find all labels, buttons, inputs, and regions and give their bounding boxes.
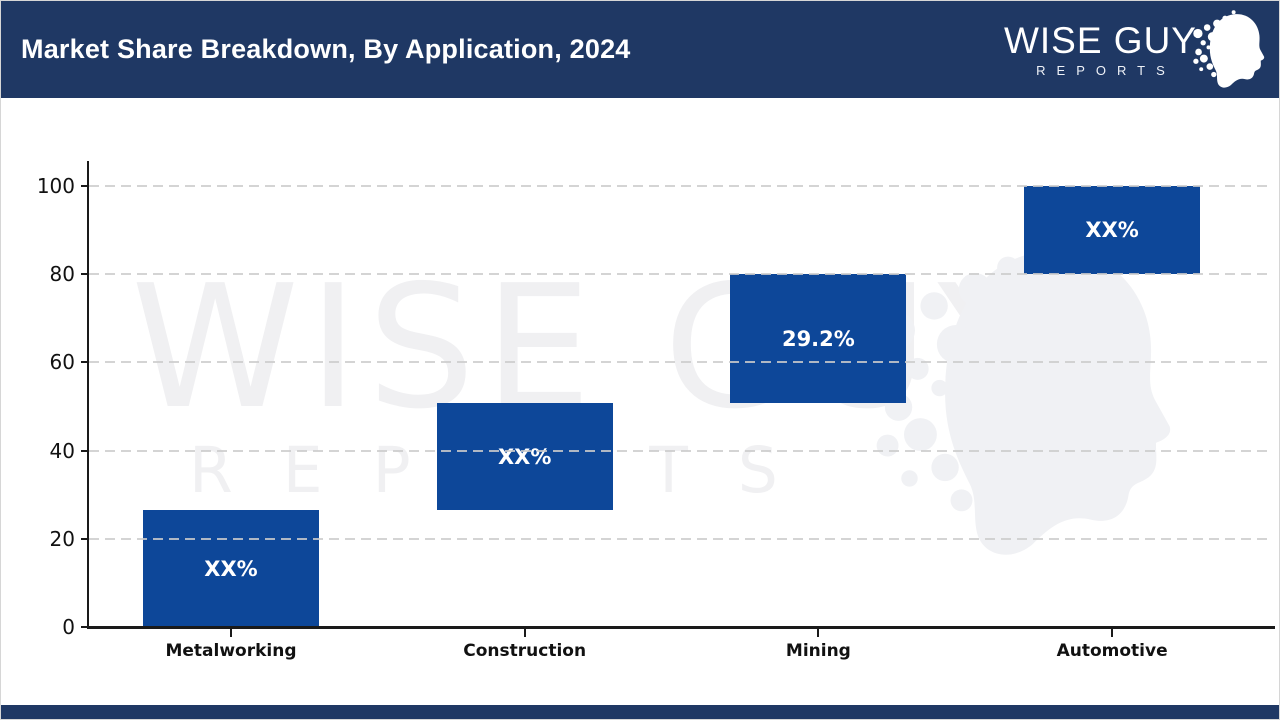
y-axis-line <box>87 161 89 629</box>
x-tick-automotive <box>1111 629 1114 637</box>
gridline-20 <box>89 537 1273 540</box>
bar-label-automotive: XX% <box>1085 218 1139 243</box>
y-tick-label-60: 60 <box>49 350 75 375</box>
wiseguy-face-icon <box>1193 10 1265 88</box>
y-tick-label-80: 80 <box>49 262 75 287</box>
y-tick-20 <box>81 537 89 540</box>
x-category-construction: Construction <box>463 641 587 661</box>
x-category-metalworking: Metalworking <box>165 641 297 661</box>
y-tick-60 <box>81 361 89 364</box>
bar-label-construction: XX% <box>497 444 552 469</box>
x-tick-mining <box>817 629 820 637</box>
y-tick-label-20: 20 <box>49 526 75 551</box>
x-axis-line <box>87 626 1275 629</box>
bar-label-mining: 29.2% <box>781 326 855 351</box>
gridline-60 <box>89 361 1273 364</box>
x-tick-construction <box>523 629 526 637</box>
gridline-100 <box>89 185 1273 187</box>
chart-title: Market Share Breakdown, By Application, … <box>21 34 631 64</box>
y-tick-80 <box>81 273 89 276</box>
x-category-automotive: Automotive <box>1056 641 1168 661</box>
footer-bar <box>1 705 1279 719</box>
logo-text: WISE GUY REPORTS <box>1004 22 1197 78</box>
y-tick-label-40: 40 <box>49 438 75 463</box>
wiseguy-logo: WISE GUY REPORTS <box>1004 6 1269 94</box>
bar-metalworking: XX% <box>143 510 319 627</box>
y-tick-100 <box>81 185 89 187</box>
bar-automotive: XX% <box>1024 186 1201 275</box>
gridline-40 <box>89 449 1273 452</box>
header-bar: Market Share Breakdown, By Application, … <box>1 1 1279 98</box>
y-tick-40 <box>81 449 89 452</box>
bar-label-metalworking: XX% <box>204 556 258 581</box>
gridline-80 <box>89 273 1273 276</box>
logo-subtitle: REPORTS <box>1036 63 1176 78</box>
y-tick-0 <box>81 626 89 628</box>
x-category-mining: Mining <box>785 641 851 661</box>
y-tick-label-100: 100 <box>36 174 75 198</box>
bar-mining: 29.2% <box>730 274 907 403</box>
bar-construction: XX% <box>436 402 613 511</box>
logo-wordmark: WISE GUY <box>1003 20 1197 61</box>
y-tick-label-0: 0 <box>62 615 75 639</box>
x-tick-metalworking <box>230 629 232 637</box>
